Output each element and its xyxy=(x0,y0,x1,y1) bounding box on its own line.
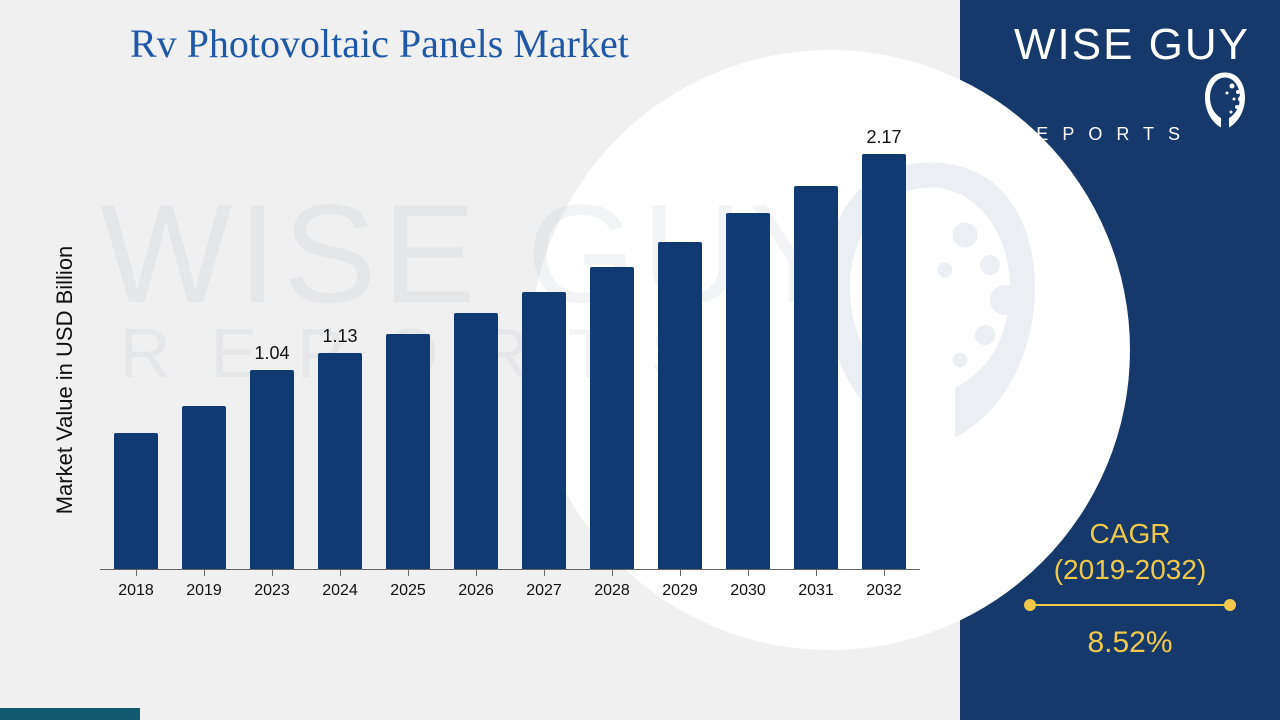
chart-title: Rv Photovoltaic Panels Market xyxy=(130,20,629,67)
chart-plot: 2018 2019 1.042023 1.132024 2025 2026 2027 2028… xyxy=(100,130,920,570)
x-axis-label: 2032 xyxy=(866,582,902,600)
x-axis-label: 2018 xyxy=(118,582,154,600)
x-tick xyxy=(408,570,409,576)
x-tick xyxy=(748,570,749,576)
x-axis-label: 2028 xyxy=(594,582,630,600)
bar xyxy=(590,267,634,569)
x-axis-label: 2031 xyxy=(798,582,834,600)
x-axis-label: 2023 xyxy=(254,582,290,600)
bar-slot: 2030 xyxy=(726,130,770,570)
x-tick xyxy=(476,570,477,576)
brand-logo: WISE GUY REPORTS xyxy=(970,20,1250,145)
bar-value-label: 2.17 xyxy=(866,127,901,148)
bar-slot: 2027 xyxy=(522,130,566,570)
cagr-value: 8.52% xyxy=(1020,626,1240,660)
bar-slot: 2025 xyxy=(386,130,430,570)
bar-slot: 2018 xyxy=(114,130,158,570)
x-tick xyxy=(204,570,205,576)
cagr-label: CAGR xyxy=(1020,518,1240,550)
x-tick xyxy=(136,570,137,576)
x-tick xyxy=(544,570,545,576)
x-axis-label: 2024 xyxy=(322,582,358,600)
bar: 1.04 xyxy=(250,370,294,569)
bar xyxy=(114,433,158,569)
bar xyxy=(658,242,702,569)
bar-slot: 2028 xyxy=(590,130,634,570)
cagr-block: CAGR (2019-2032) 8.52% xyxy=(1020,518,1240,660)
x-tick xyxy=(612,570,613,576)
x-tick xyxy=(340,570,341,576)
bar xyxy=(454,313,498,569)
cagr-years: (2019-2032) xyxy=(1020,554,1240,586)
bar xyxy=(726,213,770,569)
x-axis-label: 2030 xyxy=(730,582,766,600)
page-root: WISE GUY REPORTS WISE GUY REPORTS Rv Pho… xyxy=(0,0,1280,720)
x-tick xyxy=(816,570,817,576)
x-tick xyxy=(884,570,885,576)
bottom-stripe xyxy=(0,708,140,720)
bar xyxy=(522,292,566,569)
bar-slot: 2026 xyxy=(454,130,498,570)
bar-slot: 1.042023 xyxy=(250,130,294,570)
cagr-divider-line xyxy=(1030,604,1230,606)
bar-value-label: 1.04 xyxy=(254,343,289,364)
logo-head-icon xyxy=(1200,70,1250,130)
bar: 2.17 xyxy=(862,154,906,569)
x-tick xyxy=(680,570,681,576)
bar-slot: 2029 xyxy=(658,130,702,570)
bar xyxy=(182,406,226,569)
bar-slot: 2031 xyxy=(794,130,838,570)
bar-slot: 1.132024 xyxy=(318,130,362,570)
logo-main-text: WISE GUY xyxy=(1014,20,1250,70)
bar: 1.13 xyxy=(318,353,362,569)
x-axis-label: 2026 xyxy=(458,582,494,600)
x-axis-label: 2027 xyxy=(526,582,562,600)
x-axis-label: 2025 xyxy=(390,582,426,600)
x-axis-label: 2019 xyxy=(186,582,222,600)
bar-slot: 2.172032 xyxy=(862,130,906,570)
bar xyxy=(386,334,430,569)
bar xyxy=(794,186,838,569)
bar-slot: 2019 xyxy=(182,130,226,570)
y-axis-label: Market Value in USD Billion xyxy=(52,246,78,515)
x-axis-label: 2029 xyxy=(662,582,698,600)
chart-area: Market Value in USD Billion 201820191.04… xyxy=(60,130,920,630)
x-tick xyxy=(272,570,273,576)
bar-value-label: 1.13 xyxy=(322,326,357,347)
